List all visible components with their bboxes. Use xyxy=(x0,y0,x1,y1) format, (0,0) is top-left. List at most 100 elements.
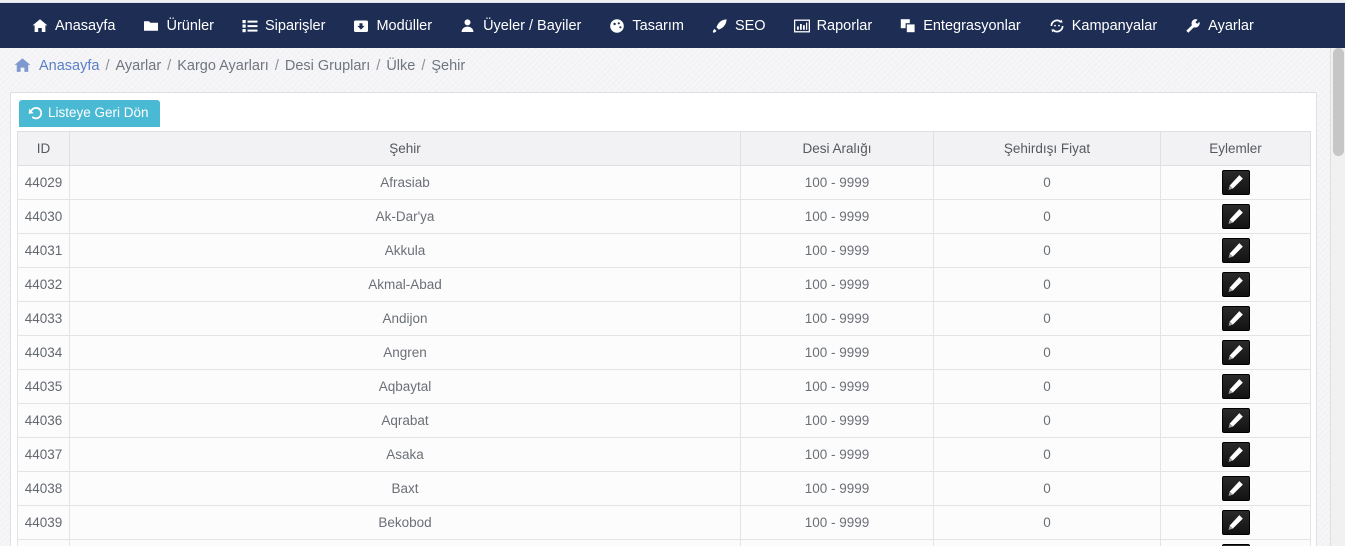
cell-id: 44032 xyxy=(17,267,70,302)
home-icon xyxy=(14,57,31,74)
cell-desi: 100 - 9999 xyxy=(740,403,934,438)
pencil-edit-icon xyxy=(1227,514,1244,531)
nav-item-siparisler[interactable]: Siparişler xyxy=(228,3,339,48)
cell-desi: 100 - 9999 xyxy=(740,199,934,234)
nav-item-anasayfa[interactable]: Anasayfa xyxy=(18,3,129,48)
refresh-smile-icon xyxy=(1049,18,1065,34)
nav-item-ayarlar[interactable]: Ayarlar xyxy=(1171,3,1268,48)
back-to-list-button[interactable]: Listeye Geri Dön xyxy=(19,100,160,127)
cell-id: 44037 xyxy=(17,437,70,472)
breadcrumb-item-ayarlar[interactable]: Ayarlar xyxy=(115,57,162,74)
nav-label: Entegrasyonlar xyxy=(923,17,1021,34)
cell-price: 0 xyxy=(933,505,1161,540)
cell-actions xyxy=(1160,335,1311,370)
cell-id: 44030 xyxy=(17,199,70,234)
table-row: 44029 Afrasiab 100 - 9999 0 xyxy=(17,165,1311,200)
cell-actions xyxy=(1160,539,1311,546)
nav-item-seo[interactable]: SEO xyxy=(698,3,780,48)
cell-actions xyxy=(1160,199,1311,234)
cell-desi: 100 - 9999 xyxy=(740,437,934,472)
cell-actions xyxy=(1160,437,1311,472)
cell-desi: 100 - 9999 xyxy=(740,369,934,404)
cell-id: 44033 xyxy=(17,301,70,336)
nav-item-uyeler-bayiler[interactable]: Üyeler / Bayiler xyxy=(446,3,595,48)
user-icon xyxy=(460,18,476,34)
cell-id: 44036 xyxy=(17,403,70,438)
cell-id: 44039 xyxy=(17,505,70,540)
table-row: 44038 Baxt 100 - 9999 0 xyxy=(17,471,1311,506)
edit-row-button[interactable] xyxy=(1221,510,1250,535)
cell-price: 0 xyxy=(933,233,1161,268)
breadcrumb-item-kargo-ayarlari[interactable]: Kargo Ayarları xyxy=(177,57,269,74)
edit-row-button[interactable] xyxy=(1221,442,1250,467)
cell-price: 0 xyxy=(933,301,1161,336)
nav-item-tasarim[interactable]: Tasarım xyxy=(595,3,698,48)
table-row: 44031 Akkula 100 - 9999 0 xyxy=(17,233,1311,268)
cell-city: Afrasiab xyxy=(69,165,741,200)
cell-price: 0 xyxy=(933,403,1161,438)
edit-row-button[interactable] xyxy=(1221,170,1250,195)
nav-label: Siparişler xyxy=(265,17,326,34)
cell-actions xyxy=(1160,165,1311,200)
table-body: 44029 Afrasiab 100 - 9999 0 44030 Ak-Dar'ya 10… xyxy=(17,165,1311,546)
cell-city: Andijon xyxy=(69,301,741,336)
cell-city: Bekobod xyxy=(69,505,741,540)
cell-desi: 100 - 9999 xyxy=(740,233,934,268)
column-header-desi[interactable]: Desi Aralığı xyxy=(740,131,934,166)
nav-label: Kampanyalar xyxy=(1071,17,1158,34)
nav-label: Anasayfa xyxy=(55,17,116,34)
edit-row-button[interactable] xyxy=(1221,204,1250,229)
pencil-edit-icon xyxy=(1227,378,1244,395)
edit-row-button[interactable] xyxy=(1221,272,1250,297)
edit-row-button[interactable] xyxy=(1221,408,1250,433)
edit-row-button[interactable] xyxy=(1221,374,1250,399)
cell-city: Angren xyxy=(69,335,741,370)
column-header-sehir[interactable]: Şehir xyxy=(69,131,741,166)
pencil-edit-icon xyxy=(1227,310,1244,327)
pencil-edit-icon xyxy=(1227,344,1244,361)
nav-item-urunler[interactable]: Ürünler xyxy=(129,3,228,48)
column-header-price[interactable]: Şehirdışı Fiyat xyxy=(933,131,1161,166)
main-navbar: Anasayfa Ürünler Siparişler Mo xyxy=(0,3,1345,48)
box-download-icon xyxy=(353,18,369,34)
column-header-actions[interactable]: Eylemler xyxy=(1160,131,1311,166)
cell-actions xyxy=(1160,233,1311,268)
table-header-row: ID Şehir Desi Aralığı Şehirdışı Fiyat Ey… xyxy=(17,131,1311,166)
home-icon xyxy=(32,18,48,34)
nav-item-raporlar[interactable]: Raporlar xyxy=(780,3,887,48)
pencil-edit-icon xyxy=(1227,208,1244,225)
table-row: 44037 Asaka 100 - 9999 0 xyxy=(17,437,1311,472)
pencil-edit-icon xyxy=(1227,242,1244,259)
breadcrumb-item-ulke[interactable]: Ülke xyxy=(386,57,416,74)
undo-arrow-icon xyxy=(28,106,42,120)
edit-row-button[interactable] xyxy=(1221,340,1250,365)
nav-item-entegrasyonlar[interactable]: Entegrasyonlar xyxy=(886,3,1035,48)
breadcrumb-item-desi-gruplari[interactable]: Desi Grupları xyxy=(284,57,371,74)
edit-row-button[interactable] xyxy=(1221,476,1250,501)
scrollbar-thumb[interactable] xyxy=(1333,48,1344,156)
breadcrumb-separator: / xyxy=(274,57,279,74)
cell-actions xyxy=(1160,505,1311,540)
pencil-edit-icon xyxy=(1227,480,1244,497)
pencil-edit-icon xyxy=(1227,446,1244,463)
edit-row-button[interactable] xyxy=(1221,238,1250,263)
pencil-edit-icon xyxy=(1227,276,1244,293)
cell-id: 44038 xyxy=(17,471,70,506)
edit-row-button[interactable] xyxy=(1221,306,1250,331)
cell-city: Aqrabat xyxy=(69,403,741,438)
nav-label: Raporlar xyxy=(816,17,873,34)
breadcrumb-separator: / xyxy=(421,57,426,74)
cell-city: Akmal-Abad xyxy=(69,267,741,302)
cell-price: 0 xyxy=(933,165,1161,200)
cell-actions xyxy=(1160,267,1311,302)
breadcrumb-item-anasayfa[interactable]: Anasayfa xyxy=(39,57,100,74)
column-header-id[interactable]: ID xyxy=(17,131,70,166)
cell-actions xyxy=(1160,471,1311,506)
nav-item-kampanyalar[interactable]: Kampanyalar xyxy=(1035,3,1171,48)
rocket-icon xyxy=(712,18,728,34)
edit-row-button[interactable] xyxy=(1221,544,1250,546)
bar-chart-icon xyxy=(793,18,810,34)
cell-desi: 100 - 9999 xyxy=(740,471,934,506)
page-scrollbar[interactable] xyxy=(1330,48,1345,546)
nav-item-moduller[interactable]: Modüller xyxy=(339,3,446,48)
